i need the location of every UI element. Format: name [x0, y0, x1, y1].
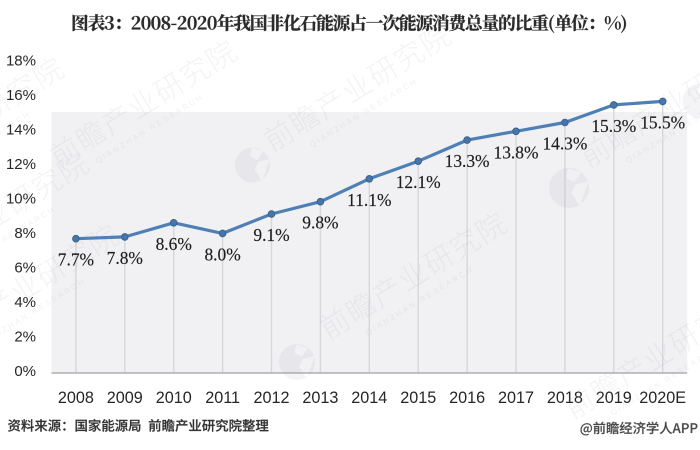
svg-text:2015: 2015 [400, 389, 436, 407]
svg-text:14.3%: 14.3% [542, 134, 587, 154]
svg-text:15.5%: 15.5% [640, 112, 685, 132]
svg-text:16%: 16% [6, 87, 36, 104]
svg-text:9.8%: 9.8% [302, 213, 338, 233]
svg-text:12.1%: 12.1% [396, 172, 441, 192]
svg-text:8.0%: 8.0% [204, 244, 240, 264]
svg-text:8%: 8% [14, 225, 36, 242]
svg-text:18%: 18% [6, 53, 36, 70]
svg-text:2011: 2011 [205, 389, 240, 407]
svg-text:2019: 2019 [596, 389, 632, 407]
svg-text:2008: 2008 [58, 389, 94, 407]
svg-text:7.8%: 7.8% [107, 248, 143, 268]
svg-text:9.1%: 9.1% [253, 225, 289, 245]
svg-text:2020E: 2020E [639, 389, 686, 407]
svg-text:13.3%: 13.3% [445, 151, 490, 171]
svg-text:2016: 2016 [449, 389, 485, 407]
svg-text:4%: 4% [14, 294, 36, 311]
svg-text:2012: 2012 [253, 389, 289, 407]
svg-text:2013: 2013 [302, 389, 338, 407]
svg-text:2017: 2017 [498, 389, 534, 407]
svg-text:6%: 6% [14, 260, 36, 277]
svg-text:14%: 14% [6, 122, 36, 139]
svg-text:2009: 2009 [107, 389, 143, 407]
svg-text:13.8%: 13.8% [494, 142, 539, 162]
svg-text:11.1%: 11.1% [347, 190, 391, 210]
svg-text:12%: 12% [6, 156, 36, 173]
svg-text:8.6%: 8.6% [156, 234, 192, 254]
svg-text:0%: 0% [14, 363, 36, 380]
svg-text:2014: 2014 [351, 389, 387, 407]
svg-text:2010: 2010 [156, 389, 192, 407]
svg-text:2018: 2018 [547, 389, 583, 407]
svg-text:2%: 2% [14, 329, 36, 346]
